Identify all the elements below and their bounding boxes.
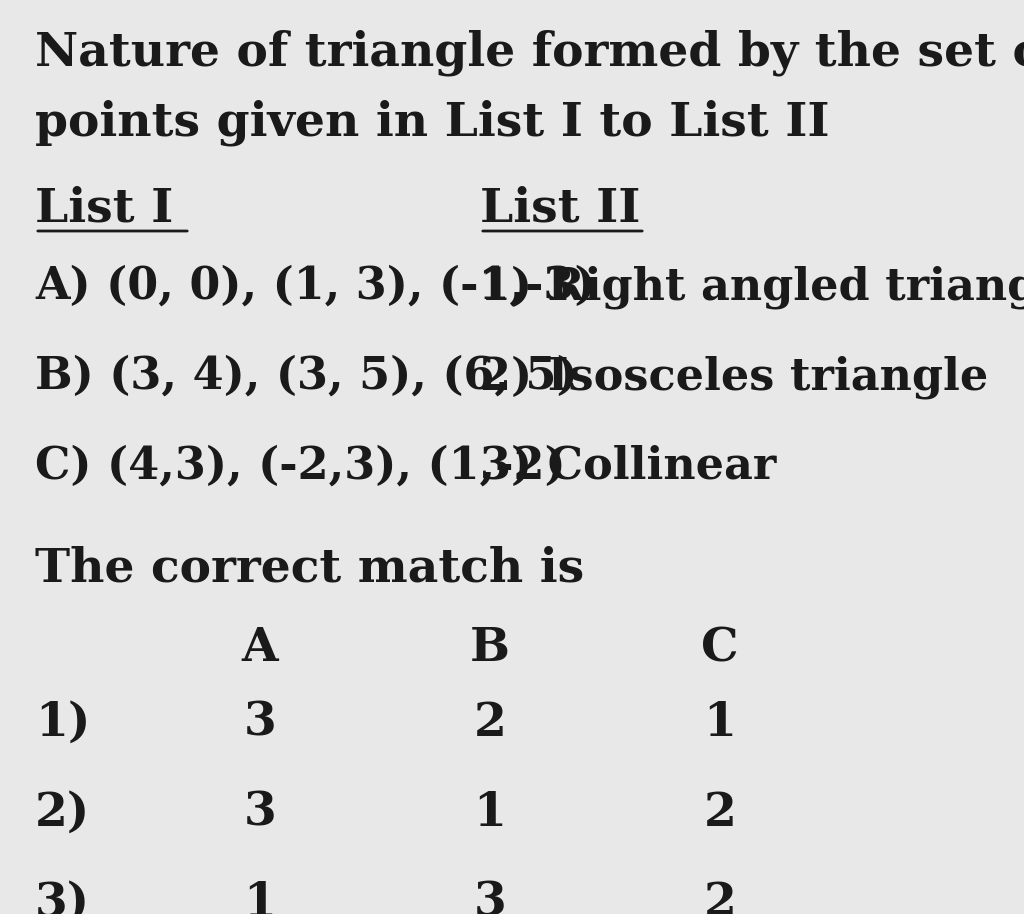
Text: 3: 3 xyxy=(474,880,507,914)
Text: The correct match is: The correct match is xyxy=(35,545,585,591)
Text: 1: 1 xyxy=(703,700,736,746)
Text: A: A xyxy=(242,625,279,671)
Text: 3: 3 xyxy=(244,700,276,746)
Text: A) (0, 0), (1, 3), (-1,-3): A) (0, 0), (1, 3), (-1,-3) xyxy=(35,265,596,308)
Text: 2) Isosceles triangle: 2) Isosceles triangle xyxy=(480,355,988,399)
Text: B: B xyxy=(470,625,510,671)
Text: 3: 3 xyxy=(244,790,276,836)
Text: 1: 1 xyxy=(244,880,276,914)
Text: 2: 2 xyxy=(703,880,736,914)
Text: 2: 2 xyxy=(473,700,507,746)
Text: points given in List I to List II: points given in List I to List II xyxy=(35,100,829,146)
Text: B) (3, 4), (3, 5), (6, 5): B) (3, 4), (3, 5), (6, 5) xyxy=(35,355,578,398)
Text: 2): 2) xyxy=(35,790,90,836)
Text: 2: 2 xyxy=(703,790,736,836)
Text: 3): 3) xyxy=(35,880,90,914)
Text: 1) Right angled triangle: 1) Right angled triangle xyxy=(480,265,1024,309)
Text: Nature of triangle formed by the set of: Nature of triangle formed by the set of xyxy=(35,30,1024,77)
Text: C) (4,3), (-2,3), (1,-2): C) (4,3), (-2,3), (1,-2) xyxy=(35,445,565,488)
Text: 1): 1) xyxy=(35,700,90,746)
Text: List I: List I xyxy=(35,185,173,231)
Text: 1: 1 xyxy=(473,790,507,836)
Text: List II: List II xyxy=(480,185,640,231)
Text: 3) Collinear: 3) Collinear xyxy=(480,445,776,488)
Text: C: C xyxy=(701,625,738,671)
